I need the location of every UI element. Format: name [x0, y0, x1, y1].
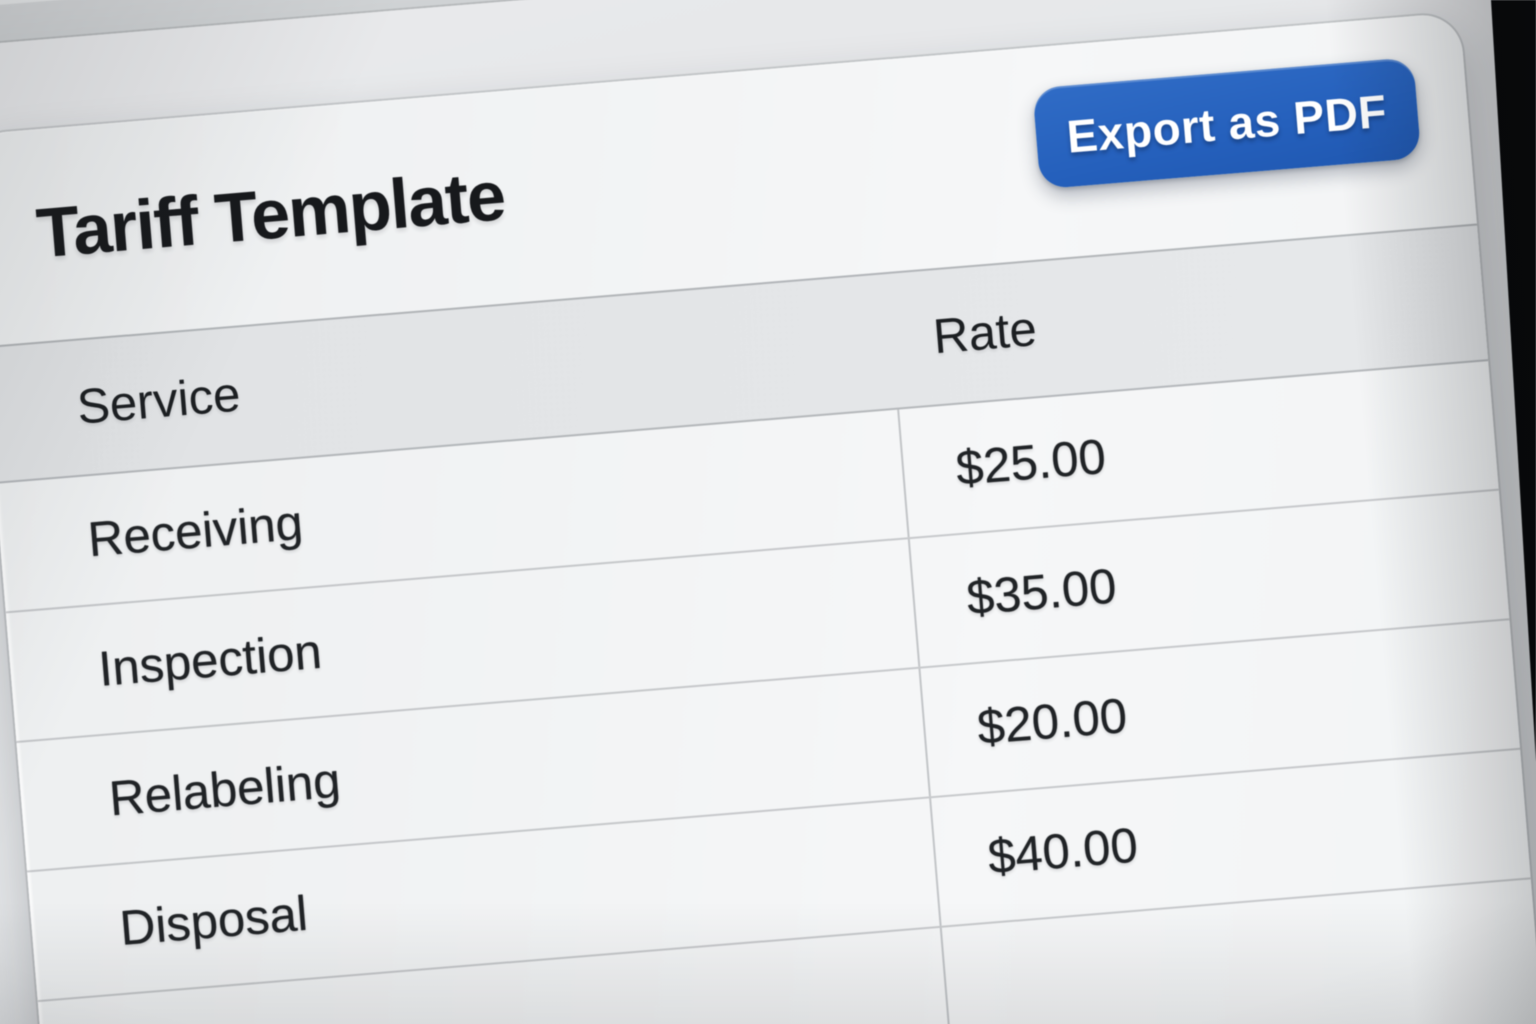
- column-header-rate: Rate: [931, 302, 1039, 365]
- page-title: Tariff Template: [33, 156, 508, 273]
- export-pdf-button[interactable]: Export as PDF: [1032, 57, 1422, 190]
- tariff-card: Tariff Template Export as PDF Service Ra…: [0, 12, 1536, 1024]
